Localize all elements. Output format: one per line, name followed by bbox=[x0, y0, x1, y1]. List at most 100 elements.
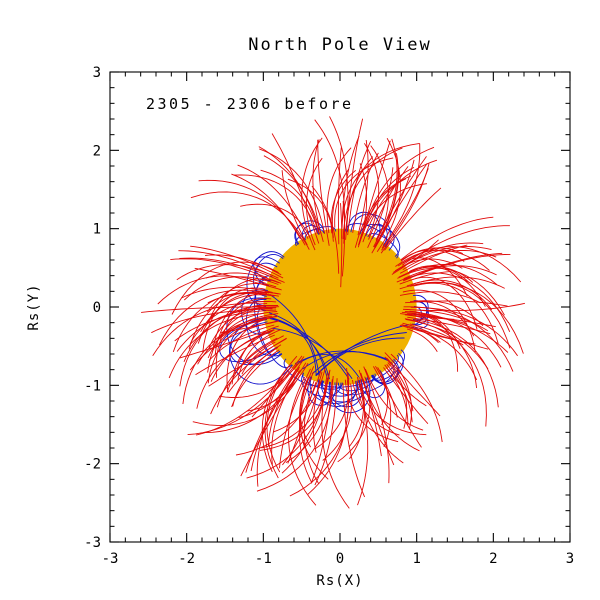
open-field-line bbox=[231, 173, 301, 240]
open-field-line bbox=[198, 179, 306, 246]
axes-frame: -3 -2 -1 0 1 2 3 -3 -2 -1 0 1 2 3 bbox=[84, 65, 574, 567]
open-field-line bbox=[347, 141, 372, 236]
x-axis-label: Rs(X) bbox=[316, 573, 363, 589]
open-field-line bbox=[207, 306, 280, 373]
open-field-line bbox=[401, 225, 510, 266]
open-field-line bbox=[358, 369, 420, 452]
open-field-line bbox=[231, 349, 280, 408]
open-field-line bbox=[311, 185, 340, 274]
open-field-line bbox=[367, 167, 394, 248]
open-field-line bbox=[298, 371, 314, 484]
open-field-line bbox=[364, 143, 380, 237]
y-axis-label: Rs(Y) bbox=[26, 283, 42, 330]
open-field-line bbox=[399, 244, 468, 274]
open-field-line bbox=[271, 133, 320, 244]
open-field-line bbox=[314, 378, 338, 486]
open-field-line bbox=[238, 362, 307, 419]
open-field-line bbox=[237, 164, 309, 239]
open-field-line bbox=[411, 279, 493, 311]
open-field-line bbox=[176, 264, 279, 281]
open-field-line bbox=[402, 308, 489, 332]
open-field-line bbox=[157, 275, 267, 305]
open-field-line bbox=[361, 146, 435, 236]
open-field-line bbox=[189, 320, 279, 371]
open-field-line bbox=[402, 250, 497, 270]
open-field-line bbox=[179, 304, 279, 387]
open-field-line bbox=[305, 157, 323, 246]
open-field-line bbox=[355, 381, 404, 464]
open-field-line bbox=[375, 138, 398, 242]
open-field-line bbox=[402, 242, 484, 267]
open-field-line bbox=[272, 368, 326, 433]
open-field-line bbox=[267, 360, 304, 447]
open-field-line bbox=[401, 324, 489, 350]
open-field-line bbox=[226, 316, 278, 393]
y-tick-label: 0 bbox=[93, 300, 101, 316]
open-field-line bbox=[207, 283, 277, 313]
open-field-line bbox=[395, 249, 490, 271]
open-field-line bbox=[205, 272, 282, 284]
closed-field-line bbox=[269, 294, 320, 377]
closed-field-line bbox=[294, 220, 325, 246]
open-field-line bbox=[406, 312, 467, 325]
open-field-line bbox=[362, 378, 395, 466]
open-field-line bbox=[398, 264, 497, 285]
open-field-line bbox=[373, 153, 399, 248]
open-field-line bbox=[401, 311, 509, 353]
open-field-line bbox=[412, 311, 459, 372]
x-tick-label: -3 bbox=[102, 551, 119, 567]
open-field-line bbox=[409, 310, 461, 349]
open-field-line bbox=[399, 271, 450, 285]
open-field-line bbox=[182, 319, 264, 405]
open-field-line bbox=[331, 168, 350, 242]
x-tick-label: -2 bbox=[178, 551, 195, 567]
open-field-line bbox=[299, 376, 311, 448]
open-field-line bbox=[256, 385, 334, 492]
open-field-line bbox=[181, 286, 273, 299]
y-tick-label: -2 bbox=[84, 457, 101, 473]
open-field-line bbox=[208, 338, 287, 387]
open-field-line bbox=[152, 302, 268, 357]
open-field-line bbox=[399, 291, 481, 304]
open-field-line bbox=[383, 367, 429, 424]
open-field-line bbox=[349, 377, 366, 459]
open-field-line bbox=[415, 302, 525, 312]
open-field-line bbox=[381, 168, 429, 251]
open-field-line bbox=[219, 356, 305, 398]
closed-field-line bbox=[365, 224, 388, 246]
open-field-line bbox=[226, 337, 278, 393]
open-field-line bbox=[400, 216, 494, 261]
open-field-line bbox=[159, 289, 270, 346]
x-tick-label: 3 bbox=[566, 551, 574, 567]
open-field-line bbox=[374, 163, 428, 247]
open-field-line bbox=[209, 278, 280, 319]
open-field-line bbox=[375, 365, 392, 447]
x-tick-label: 2 bbox=[489, 551, 497, 567]
closed-field-line bbox=[269, 316, 350, 380]
closed-field-lines bbox=[219, 212, 429, 414]
open-field-line bbox=[183, 276, 279, 301]
open-field-line bbox=[289, 380, 349, 497]
open-field-line bbox=[397, 267, 505, 316]
closed-field-line bbox=[311, 332, 407, 375]
open-field-line bbox=[178, 250, 274, 277]
open-field-line bbox=[207, 317, 271, 384]
open-field-line bbox=[386, 357, 441, 417]
open-field-line bbox=[357, 139, 369, 236]
open-field-line bbox=[261, 365, 290, 472]
open-field-line bbox=[281, 170, 308, 246]
open-field-line bbox=[413, 282, 499, 345]
open-field-line bbox=[381, 143, 421, 249]
open-field-line bbox=[334, 157, 394, 228]
open-field-line bbox=[261, 369, 331, 449]
open-field-line bbox=[195, 334, 275, 376]
open-field-line bbox=[322, 383, 353, 461]
open-field-line bbox=[341, 201, 346, 277]
open-field-line bbox=[337, 147, 342, 245]
open-field-line bbox=[250, 366, 300, 472]
open-field-line bbox=[405, 300, 508, 307]
open-field-line bbox=[329, 116, 349, 234]
open-field-line bbox=[348, 383, 365, 448]
